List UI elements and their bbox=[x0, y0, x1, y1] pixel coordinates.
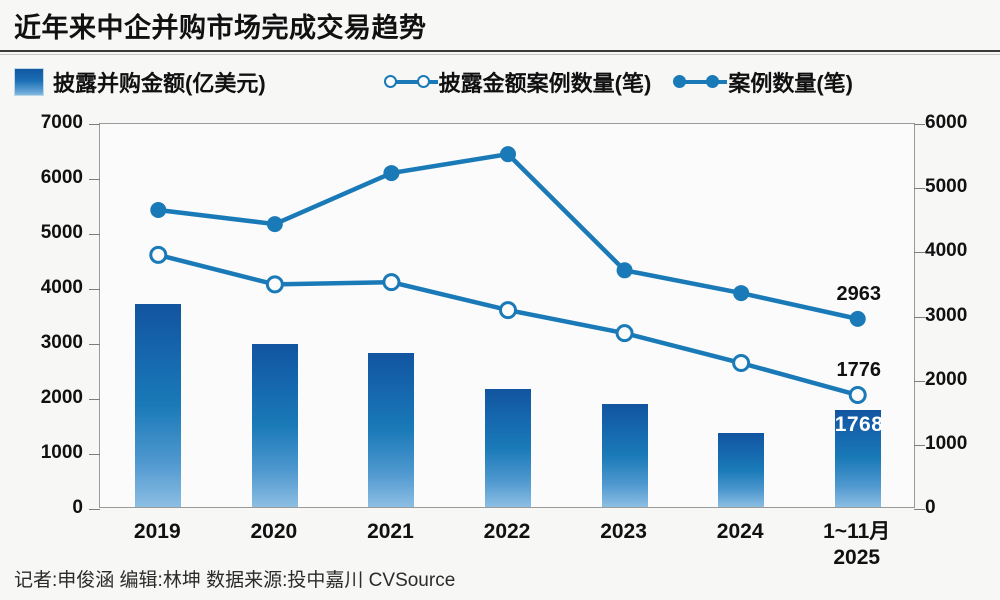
data-point-marker bbox=[733, 285, 750, 302]
y-axis-left-label: 5000 bbox=[40, 222, 83, 243]
y-axis-left-label: 0 bbox=[72, 497, 83, 518]
y-axis-left-tick bbox=[89, 509, 100, 510]
line-series-layer bbox=[149, 146, 867, 405]
y-axis-left-tick bbox=[89, 179, 100, 180]
bar-value-label: 1768 bbox=[834, 412, 884, 436]
y-axis-left-label: 6000 bbox=[40, 167, 83, 188]
legend-label-deal-count: 案例数量(笔) bbox=[728, 71, 853, 96]
bar-column bbox=[251, 344, 298, 507]
data-point-marker bbox=[499, 301, 517, 320]
y-axis-left-tick bbox=[89, 454, 100, 455]
data-point-marker bbox=[265, 275, 284, 294]
y-axis-right-tick bbox=[914, 509, 925, 510]
x-axis-label: 2023 bbox=[600, 520, 647, 543]
data-point-marker bbox=[732, 354, 751, 373]
x-axis-label: 1~11月 2025 bbox=[823, 520, 891, 569]
data-point-marker bbox=[849, 310, 866, 327]
y-axis-right-tick bbox=[914, 380, 925, 382]
footer-credits: 记者:申俊涵 编辑:林坤 数据来源:投中嘉川 CVSource bbox=[14, 570, 456, 591]
chart-legend: 披露并购金额(亿美元) 披露金额案例数量(笔) 案例数量(笔) bbox=[14, 62, 986, 102]
data-point-marker bbox=[848, 386, 867, 405]
y-axis-left-tick bbox=[89, 344, 100, 345]
y-axis-right-label: 5000 bbox=[925, 176, 968, 198]
bar-column bbox=[135, 303, 182, 507]
y-axis-left-label: 7000 bbox=[40, 112, 83, 133]
data-point-marker bbox=[266, 216, 283, 233]
data-point-marker bbox=[615, 324, 634, 343]
bar-column bbox=[601, 403, 648, 507]
page-title: 近年来中企并购市场完成交易趋势 bbox=[14, 13, 427, 43]
y-axis-left-label: 3000 bbox=[40, 332, 83, 353]
y-axis-left-tick bbox=[89, 399, 100, 400]
y-axis-left-label: 2000 bbox=[40, 387, 83, 408]
y-axis-right-label: 0 bbox=[925, 497, 936, 518]
legend-item-disclosed-deal-count: 披露金额案例数量(笔) bbox=[383, 66, 652, 98]
legend-label-disclosed-deal-count: 披露金额案例数量(笔) bbox=[438, 71, 652, 96]
y-axis-left-tick bbox=[89, 289, 100, 290]
y-axis-left-label: 1000 bbox=[40, 442, 83, 463]
x-axis-label: 2019 bbox=[133, 520, 181, 543]
y-axis-left-tick bbox=[89, 124, 100, 125]
y-axis-left-tick bbox=[89, 234, 100, 235]
bar-swatch-icon bbox=[14, 68, 44, 96]
bar-column bbox=[718, 433, 765, 507]
data-point-label: 2963 bbox=[836, 282, 881, 305]
y-axis-right-label: 3000 bbox=[925, 304, 968, 326]
y-axis-right-label: 4000 bbox=[925, 240, 968, 262]
y-axis-left-label: 4000 bbox=[40, 277, 83, 298]
y-axis-right-label: 6000 bbox=[925, 112, 968, 133]
y-axis-right-tick bbox=[914, 124, 925, 125]
data-point-marker bbox=[383, 165, 400, 182]
bar-column: 1768 bbox=[834, 409, 884, 507]
bar-column bbox=[368, 353, 415, 507]
y-axis-right-tick bbox=[914, 316, 925, 318]
data-point-marker bbox=[500, 146, 516, 163]
data-point-marker bbox=[616, 262, 633, 279]
bar-column bbox=[485, 389, 531, 507]
filled-circle-line-icon bbox=[673, 74, 728, 90]
line-path bbox=[158, 151, 859, 322]
line-path bbox=[157, 252, 859, 398]
legend-label-disclosed-amount: 披露并购金额(亿美元) bbox=[53, 71, 266, 96]
y-axis-right-tick bbox=[914, 188, 925, 190]
x-axis-label: 2024 bbox=[716, 520, 764, 543]
data-point-marker bbox=[382, 273, 401, 292]
x-axis-label: 2022 bbox=[483, 520, 531, 543]
data-point-label: 1776 bbox=[836, 359, 881, 382]
legend-item-deal-count: 案例数量(笔) bbox=[673, 66, 853, 98]
x-axis-label: 2021 bbox=[367, 520, 414, 543]
title-divider-secondary bbox=[0, 54, 1000, 55]
open-circle-line-icon bbox=[383, 74, 438, 90]
y-axis-right-label: 1000 bbox=[925, 432, 968, 454]
x-axis-label: 2020 bbox=[250, 520, 298, 543]
plot-area: 1768 bbox=[89, 123, 925, 510]
data-point-marker bbox=[150, 201, 167, 218]
legend-item-disclosed-amount: 披露并购金额(亿美元) bbox=[14, 66, 266, 98]
data-point-marker bbox=[149, 245, 168, 264]
y-axis-right-tick bbox=[914, 252, 925, 254]
y-axis-right-label: 2000 bbox=[925, 368, 968, 390]
y-axis-right-tick bbox=[914, 444, 925, 446]
title-divider bbox=[0, 50, 1000, 52]
